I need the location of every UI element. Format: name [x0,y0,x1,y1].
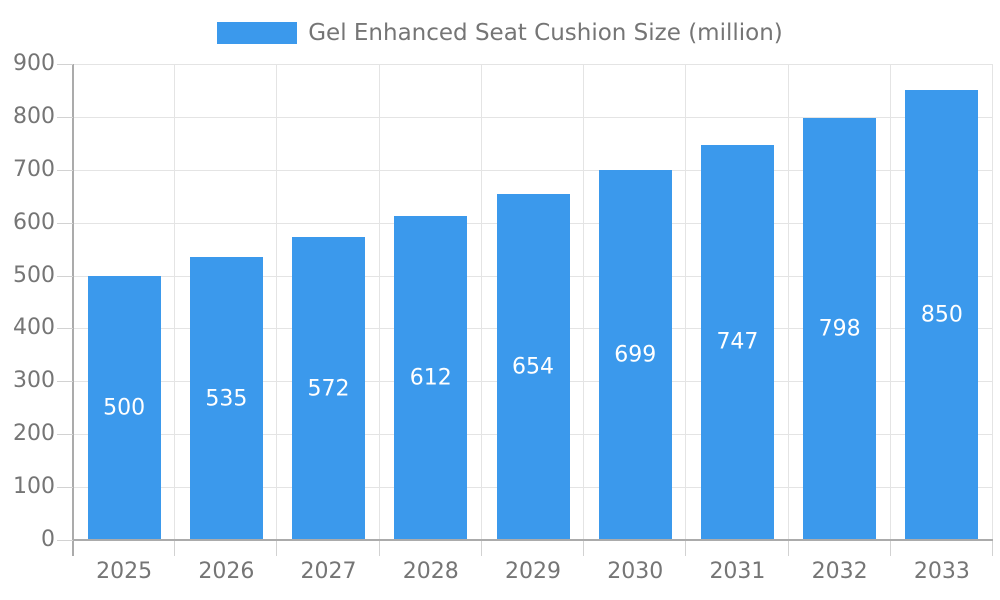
y-axis-tick-label: 800 [13,103,55,129]
bar[interactable]: 850 [905,90,979,540]
gridline [480,64,482,540]
x-tick [276,540,278,556]
y-axis-tick-label: 900 [13,51,55,76]
gridline [73,169,993,171]
x-axis-tick-label: 2026 [198,559,255,584]
bar-value-label: 798 [818,316,861,342]
y-axis-tick-label: 300 [13,368,55,394]
y-tick [57,381,73,383]
y-axis-tick-label: 600 [13,209,55,235]
bar-value-label: 747 [716,329,759,355]
y-tick [57,222,73,224]
bar-value-label: 850 [920,302,963,328]
y-tick [57,487,73,489]
gridline [992,64,993,540]
bar[interactable]: 612 [394,216,468,540]
legend-label[interactable]: Gel Enhanced Seat Cushion Size (million) [308,20,783,46]
bar[interactable]: 747 [700,144,774,540]
y-tick [57,434,73,436]
plot-area: 500 535 572 612 654 699 747 798 850 [73,64,993,540]
x-tick [174,540,176,556]
bar[interactable]: 535 [189,257,263,540]
x-tick [787,540,789,556]
x-axis-line [73,539,993,541]
bar-value-label: 612 [409,365,452,391]
x-axis-tick-label: 2027 [300,559,357,584]
gridline [73,116,993,118]
gridline [378,64,380,540]
x-tick [583,540,585,556]
x-axis-tick-label: 2028 [402,559,459,584]
x-axis-tick-label: 2025 [96,559,153,584]
gridline [174,64,176,540]
y-axis-line [72,64,74,556]
bar-value-label: 654 [512,354,554,380]
y-tick [57,540,73,541]
gridline [73,64,993,65]
y-axis-tick-label: 200 [13,421,55,447]
y-tick [57,328,73,330]
gridline [276,64,278,540]
bar[interactable]: 798 [803,117,877,540]
x-axis-tick-label: 2032 [811,559,868,584]
x-tick [480,540,482,556]
x-tick [685,540,687,556]
legend[interactable]: Gel Enhanced Seat Cushion Size (million) [0,20,1000,46]
y-tick [57,275,73,277]
bar[interactable]: 572 [292,237,366,540]
x-tick [992,540,993,556]
bar-value-label: 500 [103,395,146,421]
bar[interactable]: 699 [598,170,672,540]
x-tick [378,540,380,556]
legend-swatch[interactable] [217,22,298,44]
y-axis-tick-label: 700 [13,156,55,182]
bar[interactable]: 654 [496,194,570,540]
y-tick [57,169,73,171]
gridline [889,64,891,540]
gridline [787,64,789,540]
gridline [583,64,585,540]
y-axis-tick-label: 100 [13,474,55,500]
bar-value-label: 699 [614,342,657,368]
bar-value-label: 572 [307,376,350,402]
x-axis-tick-label: 2033 [913,559,970,584]
y-tick [57,116,73,118]
y-axis-tick-label: 500 [13,262,55,288]
y-tick [57,64,73,65]
bar-value-label: 535 [205,386,248,411]
y-axis-tick-label: 0 [41,527,55,552]
gridline [685,64,687,540]
y-axis-tick-label: 400 [13,315,55,341]
x-tick [889,540,891,556]
bar[interactable]: 500 [87,275,161,540]
x-axis-tick-label: 2031 [709,559,766,584]
x-axis-tick-label: 2029 [504,559,561,584]
x-axis-tick-label: 2030 [607,559,664,584]
